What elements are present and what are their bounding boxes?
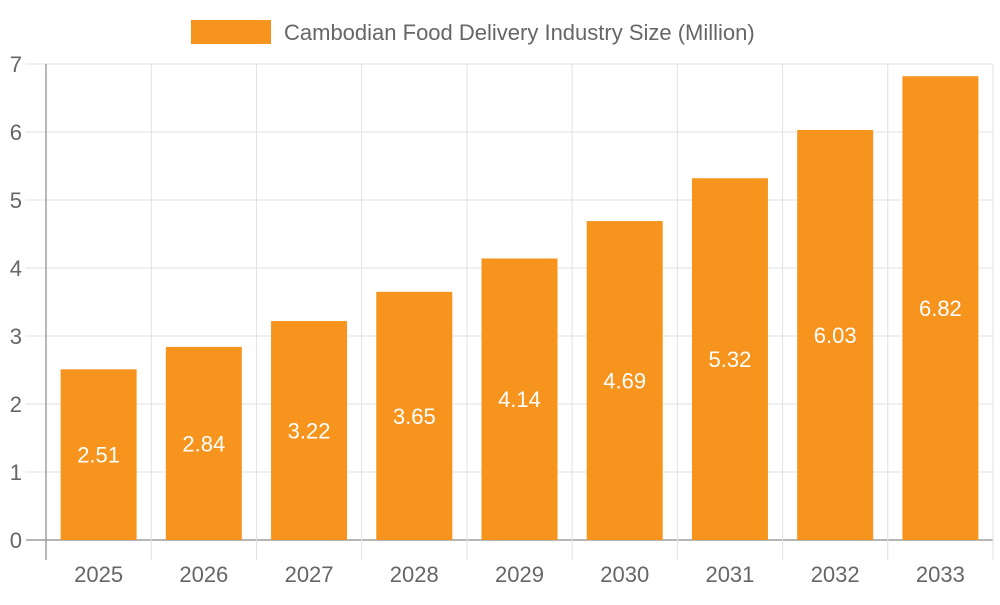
bar bbox=[376, 291, 453, 540]
data-label: 6.03 bbox=[814, 323, 857, 348]
data-label: 2.84 bbox=[182, 431, 225, 456]
x-tick-label: 2033 bbox=[916, 562, 965, 587]
bar bbox=[60, 369, 137, 540]
y-tick-label: 7 bbox=[10, 52, 22, 77]
y-tick-label: 4 bbox=[10, 256, 22, 281]
y-tick-label: 5 bbox=[10, 188, 22, 213]
bar bbox=[271, 321, 348, 540]
x-tick-label: 2030 bbox=[600, 562, 649, 587]
legend-label: Cambodian Food Delivery Industry Size (M… bbox=[284, 20, 755, 45]
data-label: 4.14 bbox=[498, 387, 541, 412]
legend-swatch bbox=[191, 20, 271, 44]
x-tick-label: 2027 bbox=[285, 562, 334, 587]
x-tick-label: 2032 bbox=[811, 562, 860, 587]
bar bbox=[691, 178, 768, 541]
data-label: 4.69 bbox=[603, 369, 646, 394]
x-tick-label: 2025 bbox=[74, 562, 123, 587]
x-tick-label: 2028 bbox=[390, 562, 439, 587]
x-tick-label: 2031 bbox=[705, 562, 754, 587]
x-tick-label: 2029 bbox=[495, 562, 544, 587]
bar bbox=[586, 221, 663, 540]
legend[interactable]: Cambodian Food Delivery Industry Size (M… bbox=[191, 20, 755, 45]
y-tick-label: 0 bbox=[10, 528, 22, 553]
bar bbox=[165, 346, 242, 540]
y-tick-label: 6 bbox=[10, 120, 22, 145]
y-tick-label: 3 bbox=[10, 324, 22, 349]
data-label: 3.22 bbox=[288, 419, 331, 444]
bar bbox=[481, 258, 558, 540]
data-label: 5.32 bbox=[709, 347, 752, 372]
y-tick-label: 1 bbox=[10, 460, 22, 485]
bar bbox=[902, 76, 979, 541]
data-label: 6.82 bbox=[919, 296, 962, 321]
x-tick-label: 2026 bbox=[179, 562, 228, 587]
bar bbox=[797, 129, 874, 540]
data-label: 2.51 bbox=[77, 443, 120, 468]
data-label: 3.65 bbox=[393, 404, 436, 429]
y-tick-label: 2 bbox=[10, 392, 22, 417]
